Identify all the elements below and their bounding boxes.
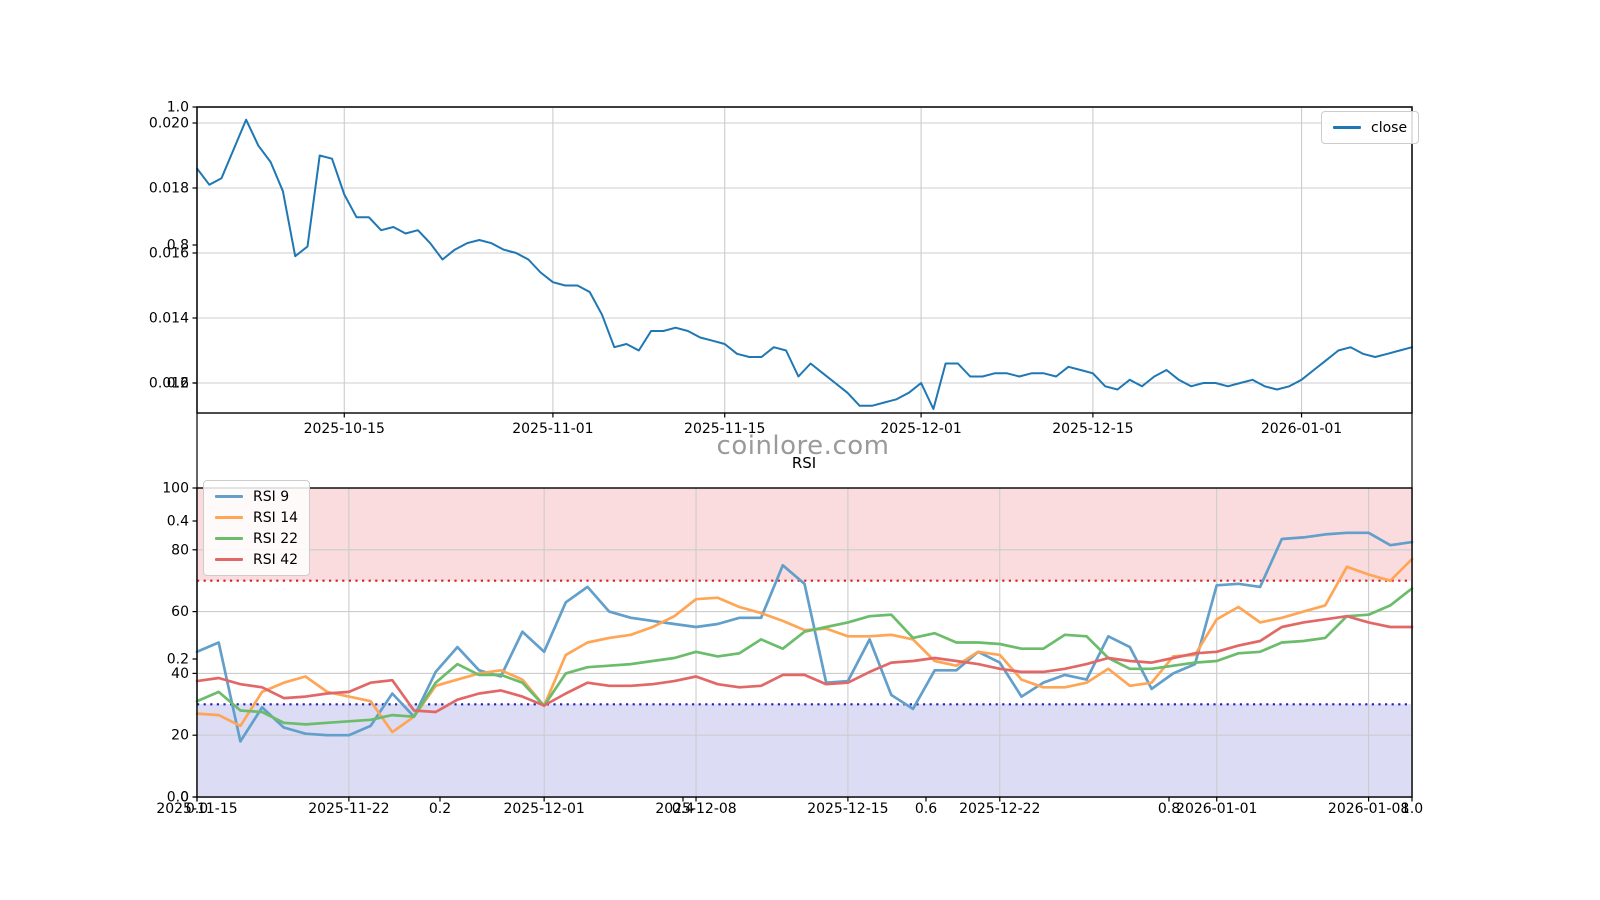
hidden-y-tick-label: 1.0 — [167, 100, 189, 116]
legend-label-close: close — [1371, 119, 1408, 136]
hidden-y-tick-label: 0.6 — [167, 376, 189, 392]
price-x-tick-label: 2025-12-15 — [1052, 421, 1133, 437]
rsi-y-tick-label: 20 — [171, 728, 189, 744]
hidden-x-tick-label: 0.0 — [186, 801, 208, 817]
overbought-band — [197, 488, 1412, 581]
rsi-y-tick-label: 40 — [171, 666, 189, 682]
rsi-x-tick-label: 2025-11-22 — [308, 801, 389, 817]
rsi-y-tick-label: 60 — [171, 604, 189, 620]
price-x-tick-label: 2025-12-01 — [880, 421, 961, 437]
price-axes-frame — [196, 106, 1413, 414]
rsi-x-tick-label: 2025-12-15 — [807, 801, 888, 817]
price-y-tick-label: 0.012 — [149, 376, 189, 392]
hidden-x-tick-label: 0.4 — [672, 801, 694, 817]
legend-item-rsi-22: RSI 22 — [215, 528, 298, 549]
hidden-y-tick-label: 0.8 — [167, 238, 189, 254]
hidden-y-tick-label: 0.0 — [167, 790, 189, 806]
price-x-tick-label: 2025-11-15 — [684, 421, 765, 437]
price-x-tick-label: 2025-11-01 — [512, 421, 593, 437]
hidden-x-tick-label: 1.0 — [1401, 801, 1423, 817]
legend-label-rsi-42: RSI 42 — [253, 551, 299, 568]
hidden-y-tick-label: 0.4 — [167, 514, 189, 530]
rsi-22-line — [195, 587, 1414, 726]
rsi-x-tick-label: 2025-11-15 — [156, 801, 237, 817]
rsi-x-tick-label: 2025-12-08 — [655, 801, 736, 817]
rsi-x-tick-label: 2026-01-01 — [1176, 801, 1257, 817]
legend-label-rsi-9: RSI 9 — [253, 488, 290, 505]
rsi-x-tick-label: 2025-12-01 — [503, 801, 584, 817]
rsi-22-line-swatch — [215, 537, 243, 540]
legend-item-close: close — [1333, 117, 1407, 138]
legend-label-rsi-14: RSI 14 — [253, 509, 299, 526]
hidden-x-tick-label: 0.6 — [915, 801, 937, 817]
legend-label-rsi-22: RSI 22 — [253, 530, 299, 547]
legend-item-rsi-42: RSI 42 — [215, 549, 298, 570]
rsi-y-tick-label: 80 — [171, 542, 189, 558]
close-line-swatch — [1333, 126, 1361, 129]
rsi-42-line — [195, 614, 1414, 714]
price-x-tick-label: 2026-01-01 — [1261, 421, 1342, 437]
rsi-x-tick-label: 2025-12-22 — [959, 801, 1040, 817]
legend-item-rsi-9: RSI 9 — [215, 486, 298, 507]
watermark: coinlore.com — [716, 431, 890, 461]
rsi-14-line — [195, 557, 1414, 734]
price-y-tick-label: 0.018 — [149, 180, 189, 196]
hidden-x-tick-label: 0.2 — [429, 801, 451, 817]
rsi-legend: RSI 9 RSI 14 RSI 22 RSI 42 — [203, 480, 311, 576]
rsi-subplot-title: RSI — [791, 454, 817, 472]
price-x-tick-label: 2025-10-15 — [304, 421, 385, 437]
close-line — [196, 118, 1413, 410]
price-y-tick-label: 0.014 — [149, 310, 189, 326]
oversold-band — [197, 704, 1412, 797]
price-y-tick-label: 0.016 — [149, 245, 189, 261]
price-y-tick-label: 0.020 — [149, 115, 189, 131]
rsi-42-line-swatch — [215, 558, 243, 561]
rsi-9-line-swatch — [215, 495, 243, 498]
legend-item-rsi-14: RSI 14 — [215, 507, 298, 528]
hidden-x-tick-label: 0.8 — [1158, 801, 1180, 817]
hidden-y-tick-label: 0.2 — [167, 652, 189, 668]
rsi-axes-frame — [196, 487, 1413, 798]
price-legend: close — [1321, 111, 1420, 144]
rsi-y-tick-label: 100 — [162, 481, 189, 497]
rsi-x-tick-label: 2026-01-08 — [1328, 801, 1409, 817]
rsi-14-line-swatch — [215, 516, 243, 519]
rsi-y-tick-label: 0 — [180, 790, 189, 806]
rsi-9-line — [195, 531, 1414, 743]
